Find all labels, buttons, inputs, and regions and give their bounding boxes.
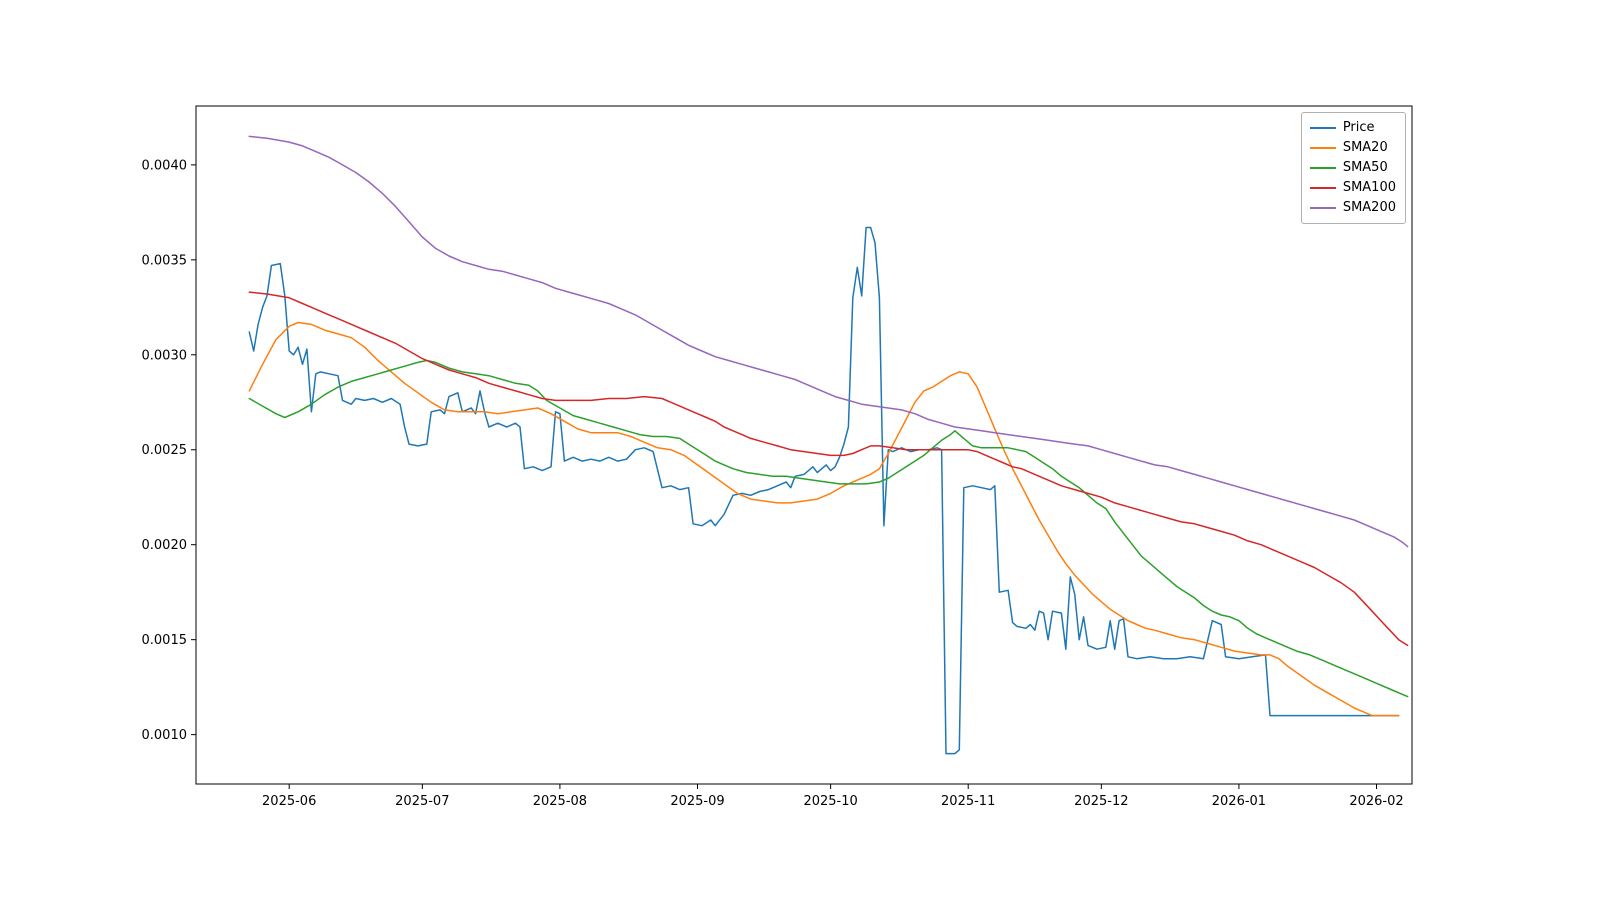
legend-item-sma50: SMA50 <box>1309 158 1396 178</box>
x-tick-label: 2025-07 <box>395 794 449 809</box>
legend-label: SMA200 <box>1342 200 1396 215</box>
y-tick-label: 0.0010 <box>142 728 188 743</box>
y-tick-label: 0.0015 <box>142 633 188 648</box>
y-tick-label: 0.0035 <box>142 253 188 268</box>
x-tick-label: 2026-01 <box>1212 794 1266 809</box>
x-tick-label: 2025-08 <box>533 794 587 809</box>
x-tick-label: 2025-11 <box>941 794 995 809</box>
legend-line-swatch <box>1309 147 1336 149</box>
series-line-sma200 <box>248 135 1409 548</box>
x-tick-label: 2025-09 <box>670 794 724 809</box>
legend-line-swatch <box>1309 127 1336 129</box>
series-line-price <box>248 226 1400 755</box>
series-lines <box>248 135 1409 755</box>
series-line-sma20 <box>248 321 1400 717</box>
legend-label: SMA50 <box>1342 160 1388 175</box>
y-axis-ticks: 0.0010 0.0015 0.0020 0.0025 0.0030 0.0035 0.00… <box>142 158 196 743</box>
x-tick-label: 2025-10 <box>803 794 857 809</box>
legend-item-price: Price <box>1309 118 1396 138</box>
legend-line-swatch <box>1309 207 1336 209</box>
x-tick-label: 2025-12 <box>1074 794 1128 809</box>
series-line-sma100 <box>248 291 1409 647</box>
y-tick-label: 0.0020 <box>142 538 188 553</box>
series-line-sma50 <box>248 359 1409 698</box>
legend-item-sma100: SMA100 <box>1309 178 1396 198</box>
y-tick-label: 0.0030 <box>142 348 188 363</box>
x-tick-label: 2026-02 <box>1349 794 1403 809</box>
legend-item-sma200: SMA200 <box>1309 198 1396 218</box>
x-tick-label: 2025-06 <box>262 794 316 809</box>
legend-item-sma20: SMA20 <box>1309 138 1396 158</box>
y-tick-label: 0.0025 <box>142 443 188 458</box>
axes-frame <box>195 105 1413 785</box>
legend-label: SMA100 <box>1342 180 1396 195</box>
legend-label: SMA20 <box>1342 140 1388 155</box>
legend-line-swatch <box>1309 187 1336 189</box>
legend-line-swatch <box>1309 167 1336 169</box>
legend-label: Price <box>1342 120 1375 135</box>
x-axis-ticks: 2025-06 2025-07 2025-08 2025-09 2025-10 2025-… <box>262 784 1404 809</box>
legend: Price SMA20 SMA50 SMA100 SMA200 <box>1300 112 1406 224</box>
y-tick-label: 0.0040 <box>142 158 188 173</box>
